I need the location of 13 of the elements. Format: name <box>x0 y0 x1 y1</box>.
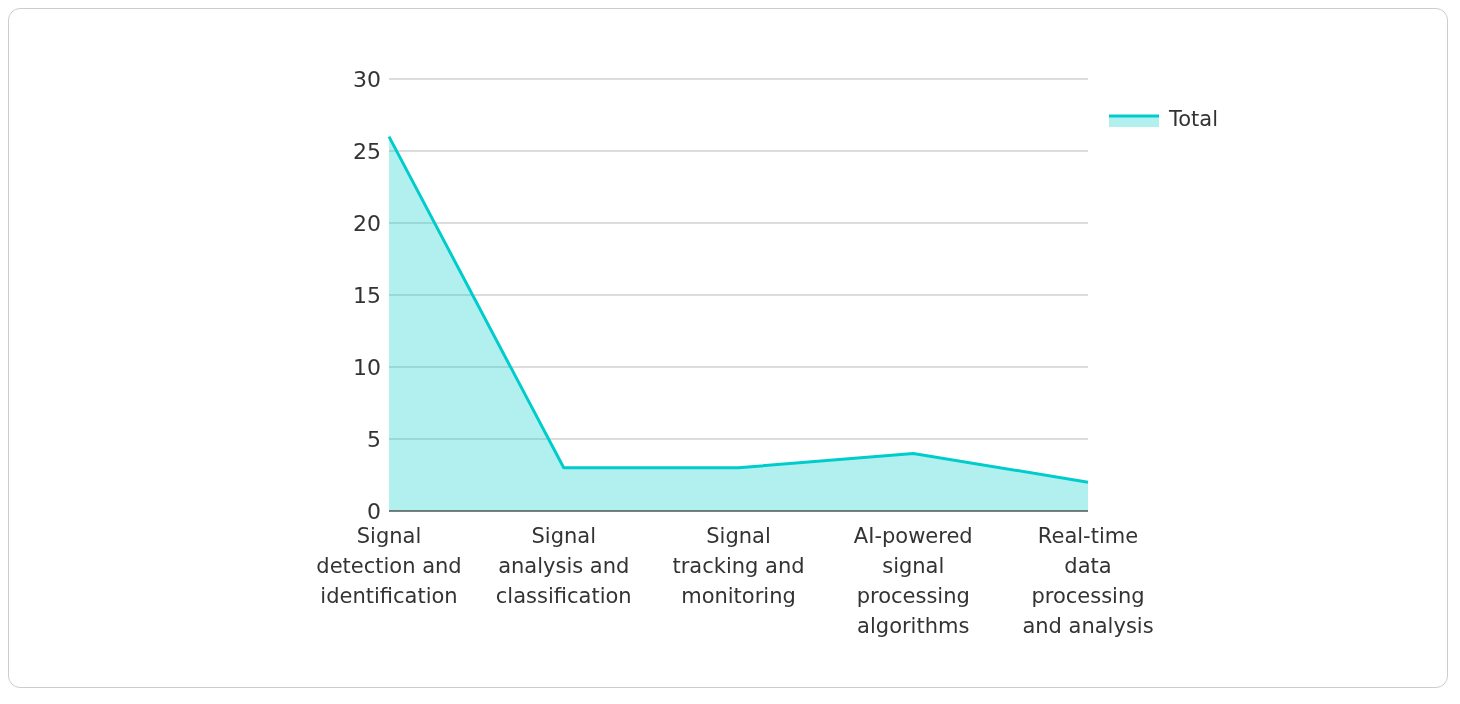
x-tick-label: Signal detection and identification <box>316 524 462 608</box>
y-tick-label: 10 <box>353 354 381 380</box>
x-tick-label: Signal tracking and monitoring <box>672 524 805 608</box>
x-tick-label: AI-powered signal processing algorithms <box>853 524 973 638</box>
y-tick-label: 0 <box>367 498 381 524</box>
y-tick-label: 5 <box>367 426 381 452</box>
y-tick-label: 30 <box>353 66 381 92</box>
y-tick-label: 20 <box>353 210 381 236</box>
y-tick-label: 25 <box>353 138 381 164</box>
x-tick-label: Signal analysis and classification <box>495 524 632 608</box>
x-tick-label: Real-time data processing and analysis <box>1022 524 1154 638</box>
legend-label: Total <box>1169 107 1219 131</box>
y-tick-label: 15 <box>353 282 381 308</box>
